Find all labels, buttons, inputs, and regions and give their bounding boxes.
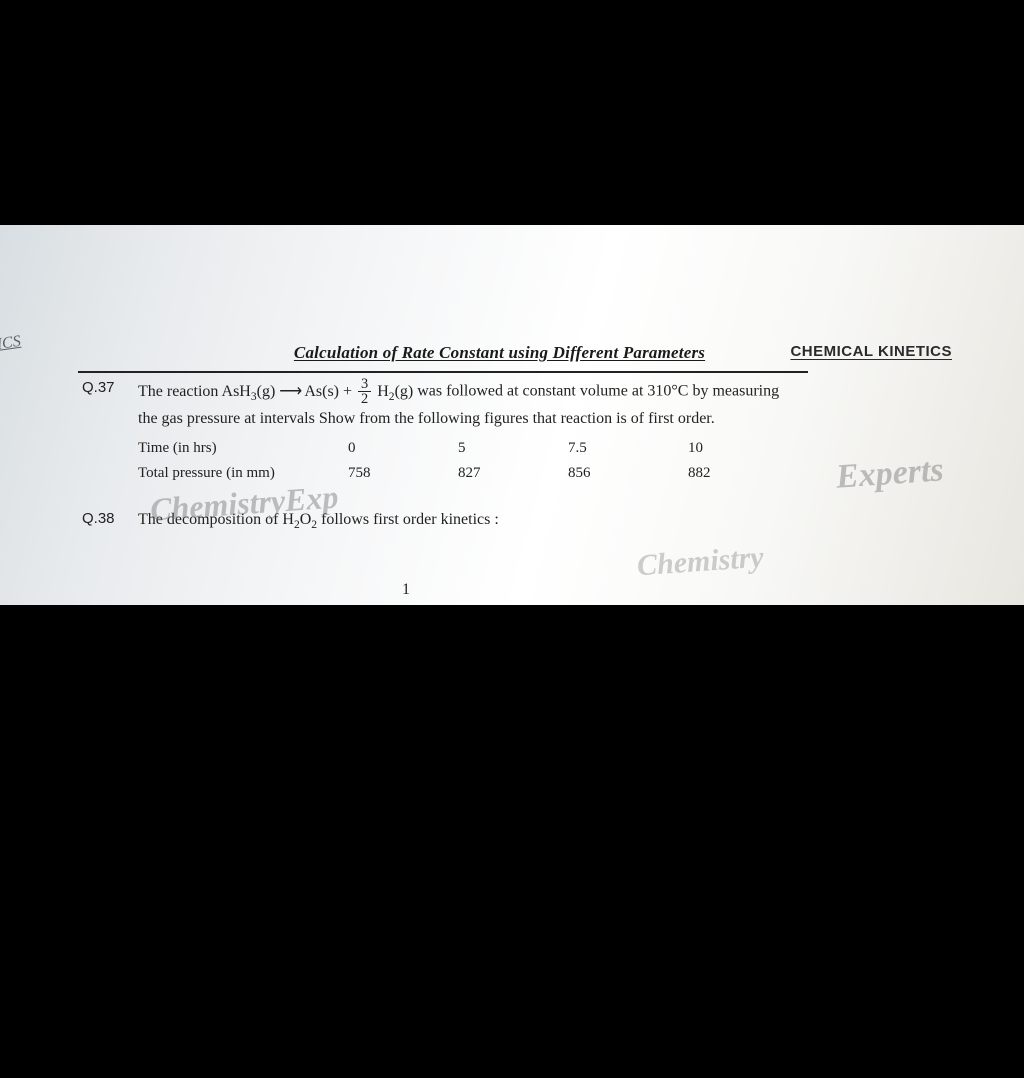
data-table: Time (in hrs) 0 5 7.5 10 Total pressure … (138, 436, 969, 487)
cell: 10 (688, 436, 788, 461)
arrow-icon: ⟶ (279, 383, 301, 400)
product: H (377, 383, 389, 400)
text: the gas pressure at intervals Show from … (138, 410, 715, 427)
text: The decomposition of H (138, 511, 294, 528)
cell: 7.5 (568, 436, 688, 461)
question-number: Q.37 (82, 377, 138, 396)
question-38: Q.38 The decomposition of H2O2 follows f… (82, 508, 969, 535)
row-label-pressure: Total pressure (in mm) (138, 461, 348, 486)
watermark: Chemistry (636, 541, 765, 584)
question-37: Q.37 The reaction AsH3(g) ⟶ As(s) + 32 H… (82, 377, 969, 486)
cell: 0 (348, 436, 458, 461)
question-body: The reaction AsH3(g) ⟶ As(s) + 32 H2(g) … (138, 377, 969, 486)
text: The reaction (138, 383, 222, 400)
reaction-equation: The reaction AsH3(g) ⟶ As(s) + 32 H2(g) (138, 383, 417, 400)
text: follows first order kinetics : (317, 511, 499, 528)
page-scan: TICS CHEMICAL KINETICS Calculation of Ra… (0, 225, 1024, 605)
state: (g) (395, 383, 414, 400)
text: O (300, 511, 312, 528)
denominator: 2 (358, 392, 371, 406)
cell: 5 (458, 436, 568, 461)
header-rule (78, 371, 808, 373)
chapter-header: CHEMICAL KINETICS (790, 343, 952, 360)
question-body: The decomposition of H2O2 follows first … (138, 508, 969, 535)
text: was followed at constant volume at 310°C… (417, 383, 779, 400)
cell: 827 (458, 461, 568, 486)
cutoff-text: 1 (402, 581, 410, 599)
cell: 758 (348, 461, 458, 486)
state: (g) (257, 383, 276, 400)
reactant: AsH (222, 383, 251, 400)
row-label-time: Time (in hrs) (138, 436, 348, 461)
question-number: Q.38 (82, 508, 138, 527)
cell: 882 (688, 461, 788, 486)
margin-label: TICS (0, 333, 22, 355)
numerator: 3 (358, 377, 371, 392)
cell: 856 (568, 461, 688, 486)
fraction: 32 (358, 377, 371, 407)
product: As(s) + (304, 383, 352, 400)
